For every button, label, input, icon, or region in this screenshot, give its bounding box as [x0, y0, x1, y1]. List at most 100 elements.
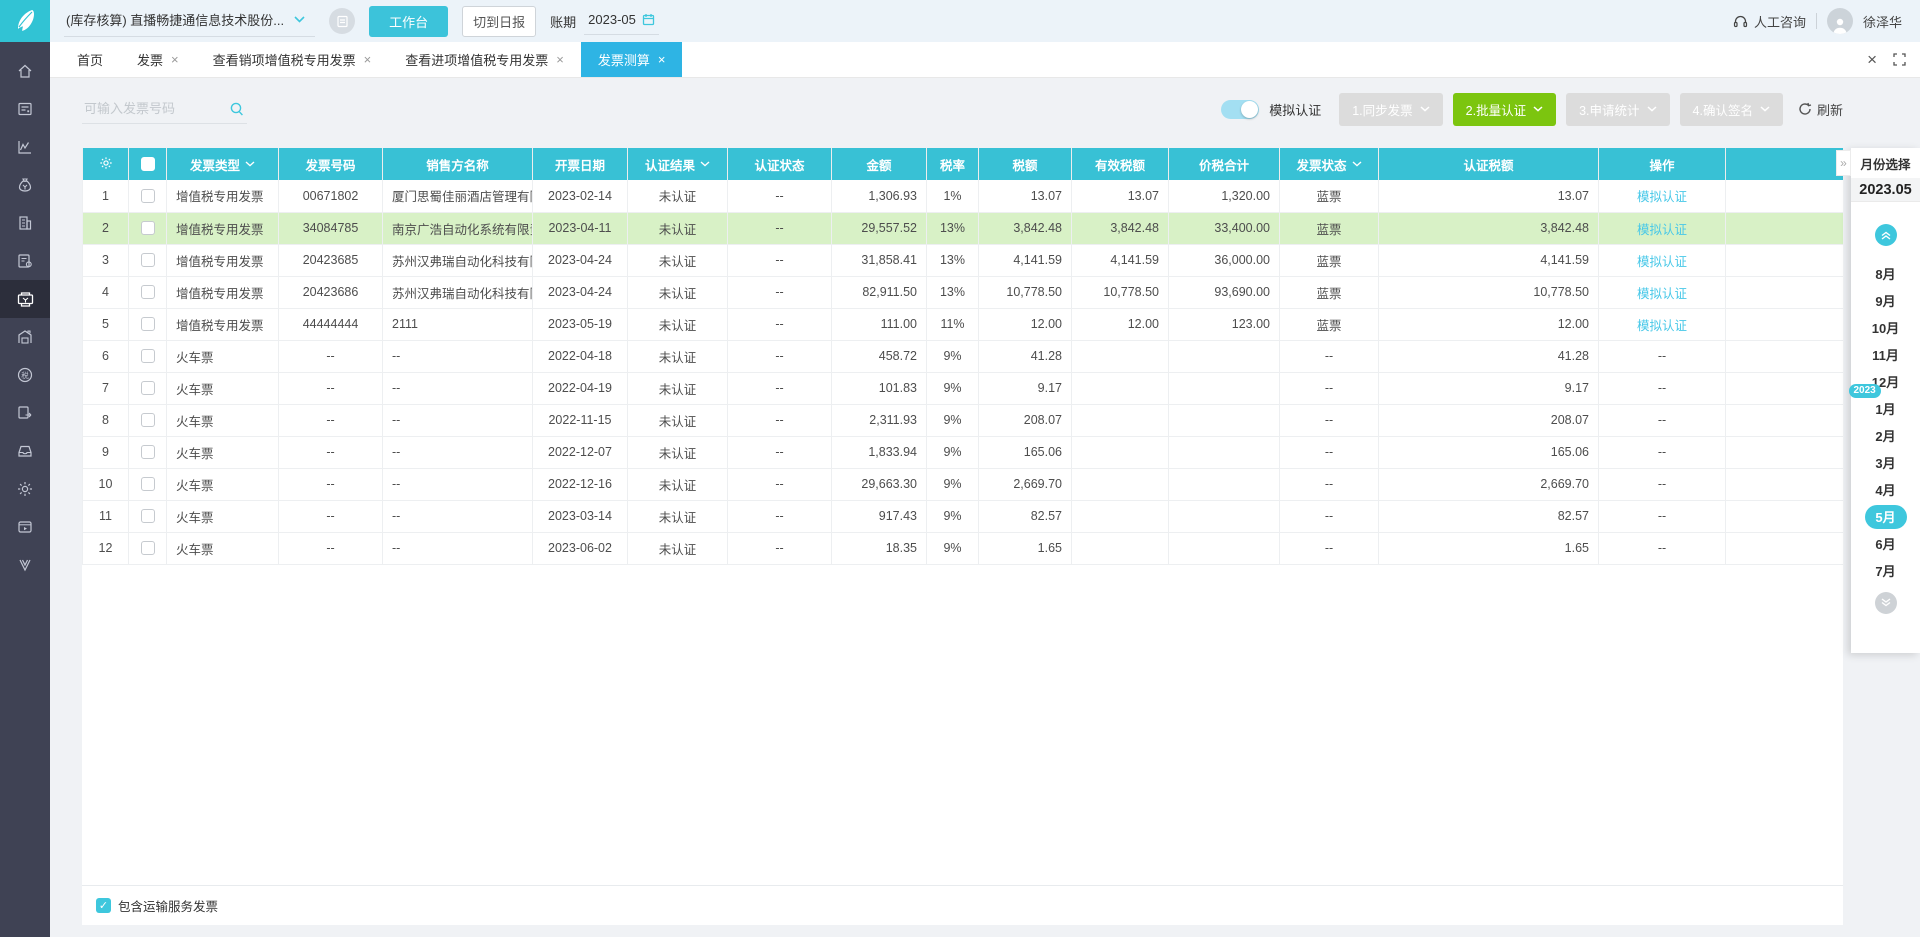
- table-row[interactable]: 1 增值税专用发票 00671802 厦门思蜀佳丽酒店管理有限… 2023-02…: [82, 180, 1843, 213]
- month-item[interactable]: 7月: [1865, 557, 1907, 584]
- action-button[interactable]: 3.申请统计: [1566, 92, 1670, 126]
- workbench-button[interactable]: 工作台: [369, 5, 449, 37]
- simulate-certify-link[interactable]: --: [1598, 372, 1726, 405]
- col-invoice-type[interactable]: 发票类型: [166, 148, 279, 180]
- sidebar-item-tax[interactable]: 税: [0, 356, 50, 394]
- sidebar-item-funds[interactable]: [0, 166, 50, 204]
- tab-close-icon[interactable]: ×: [363, 52, 372, 67]
- select-all-checkbox[interactable]: [140, 157, 155, 172]
- simulate-certify-link[interactable]: --: [1598, 468, 1726, 501]
- sidebar-item-company[interactable]: [0, 204, 50, 242]
- row-checkbox[interactable]: [140, 285, 155, 300]
- month-item[interactable]: 8月: [1865, 260, 1907, 287]
- tab[interactable]: 查看销项增值税专用发票 ×: [196, 42, 389, 77]
- simulate-certify-link[interactable]: --: [1598, 532, 1726, 565]
- sidebar-item-invoice-terminal[interactable]: [0, 280, 50, 318]
- simulate-certify-link[interactable]: 模拟认证: [1598, 308, 1726, 341]
- row-checkbox[interactable]: [140, 477, 155, 492]
- row-checkbox[interactable]: [140, 189, 155, 204]
- refresh-button[interactable]: 刷新: [1798, 100, 1843, 119]
- row-checkbox[interactable]: [140, 381, 155, 396]
- month-item[interactable]: 5月: [1864, 504, 1907, 529]
- sidebar-item-doc-transfer[interactable]: [0, 394, 50, 432]
- col-certify-result[interactable]: 认证结果: [627, 148, 728, 180]
- simulate-certify-link[interactable]: 模拟认证: [1598, 180, 1726, 213]
- simulate-certify-link[interactable]: --: [1598, 404, 1726, 437]
- month-item[interactable]: 10月: [1865, 314, 1907, 341]
- switch-daily-button[interactable]: 切到日报: [462, 5, 537, 37]
- sidebar-item-tutorial[interactable]: [0, 508, 50, 546]
- sidebar-item-statements[interactable]: [0, 242, 50, 280]
- period-selector[interactable]: 2023-05: [584, 7, 659, 35]
- month-item[interactable]: 4月: [1865, 476, 1907, 503]
- include-transport-checkbox[interactable]: ✓: [96, 898, 111, 913]
- sidebar-item-settings[interactable]: [0, 470, 50, 508]
- close-icon[interactable]: ×: [1867, 50, 1877, 69]
- col-invoice-status[interactable]: 发票状态: [1279, 148, 1379, 180]
- row-checkbox[interactable]: [140, 541, 155, 556]
- row-checkbox[interactable]: [140, 317, 155, 332]
- support-link[interactable]: 人工咨询: [1733, 12, 1806, 31]
- simulate-certify-link[interactable]: --: [1598, 340, 1726, 373]
- table-row[interactable]: 7 火车票 -- -- 2022-04-19 未认证 -- 101.83 9%: [82, 372, 1843, 405]
- column-settings[interactable]: [82, 148, 129, 180]
- tab[interactable]: 查看进项增值税专用发票 ×: [388, 42, 581, 77]
- simulate-certify-link[interactable]: --: [1598, 436, 1726, 469]
- row-checkbox[interactable]: [140, 509, 155, 524]
- simulate-certify-toggle[interactable]: [1221, 99, 1260, 119]
- avatar[interactable]: [1826, 8, 1853, 34]
- simulate-certify-link[interactable]: 模拟认证: [1598, 244, 1726, 277]
- sidebar-item-invoice-list[interactable]: [0, 90, 50, 128]
- tab[interactable]: 发票测算 ×: [580, 42, 683, 77]
- table-row[interactable]: 2 增值税专用发票 34084785 南京广浩自动化系统有限责… 2023-04…: [82, 212, 1843, 245]
- notepad-icon[interactable]: [329, 8, 356, 34]
- action-button[interactable]: 1.同步发票: [1339, 92, 1443, 126]
- table-row[interactable]: 10 火车票 -- -- 2022-12-16 未认证 -- 29,663.30…: [82, 468, 1843, 501]
- action-button[interactable]: 4.确认签名: [1679, 92, 1783, 126]
- month-item[interactable]: 3月: [1865, 449, 1907, 476]
- row-checkbox[interactable]: [140, 445, 155, 460]
- month-item[interactable]: 11月: [1865, 341, 1907, 368]
- table-row[interactable]: 9 火车票 -- -- 2022-12-07 未认证 -- 1,833.94 9…: [82, 436, 1843, 469]
- tab[interactable]: 首页: [60, 42, 120, 77]
- sidebar-item-reports[interactable]: [0, 128, 50, 166]
- scroll-months-down-button[interactable]: [1874, 592, 1897, 614]
- sidebar-item-archive[interactable]: [0, 432, 50, 470]
- include-transport-label: 包含运输服务发票: [118, 900, 219, 914]
- month-item[interactable]: 2023 1月: [1848, 384, 1907, 422]
- fullscreen-icon[interactable]: [1893, 53, 1906, 66]
- month-item[interactable]: 2月: [1865, 422, 1907, 449]
- scroll-months-up-button[interactable]: [1874, 224, 1897, 246]
- table-row[interactable]: 4 增值税专用发票 20423686 苏州汉弗瑞自动化科技有限… 2023-04…: [82, 276, 1843, 309]
- tab[interactable]: 发票 ×: [120, 42, 196, 77]
- table-row[interactable]: 3 增值税专用发票 20423685 苏州汉弗瑞自动化科技有限… 2023-04…: [82, 244, 1843, 277]
- tab-close-icon[interactable]: ×: [556, 52, 564, 67]
- search-input[interactable]: [84, 101, 209, 116]
- month-item[interactable]: 6月: [1865, 530, 1907, 557]
- company-selector[interactable]: (库存核算) 直播畅捷通信息技术股份...: [64, 5, 316, 37]
- row-checkbox[interactable]: [140, 349, 155, 364]
- cell-certify-result: 未认证: [627, 468, 728, 501]
- table-row[interactable]: 8 火车票 -- -- 2022-11-15 未认证 -- 2,311.93 9…: [82, 404, 1843, 437]
- app-logo[interactable]: [0, 0, 50, 42]
- sidebar-item-home[interactable]: [0, 52, 50, 90]
- table-row[interactable]: 12 火车票 -- -- 2023-06-02 未认证 -- 18.35 9%: [82, 532, 1843, 565]
- collapse-panel-handle[interactable]: »: [1836, 150, 1851, 176]
- simulate-certify-link[interactable]: --: [1598, 500, 1726, 533]
- month-item[interactable]: 9月: [1865, 287, 1907, 314]
- cell-invoice-type: 增值税专用发票: [166, 212, 279, 245]
- row-checkbox[interactable]: [140, 413, 155, 428]
- sidebar-item-v-brand[interactable]: [0, 546, 50, 584]
- search-icon[interactable]: [229, 101, 245, 117]
- simulate-certify-link[interactable]: 模拟认证: [1598, 212, 1726, 245]
- table-row[interactable]: 5 增值税专用发票 44444444 2111 2023-05-19 未认证 -…: [82, 308, 1843, 341]
- sidebar-item-fixed-assets[interactable]: [0, 318, 50, 356]
- table-row[interactable]: 6 火车票 -- -- 2022-04-18 未认证 -- 458.72 9%: [82, 340, 1843, 373]
- table-row[interactable]: 11 火车票 -- -- 2023-03-14 未认证 -- 917.43 9%: [82, 500, 1843, 533]
- tab-close-icon[interactable]: ×: [657, 52, 666, 67]
- simulate-certify-link[interactable]: 模拟认证: [1598, 276, 1726, 309]
- tab-close-icon[interactable]: ×: [171, 52, 179, 67]
- row-checkbox[interactable]: [140, 221, 155, 236]
- action-button[interactable]: 2.批量认证: [1452, 92, 1557, 126]
- row-checkbox[interactable]: [140, 253, 155, 268]
